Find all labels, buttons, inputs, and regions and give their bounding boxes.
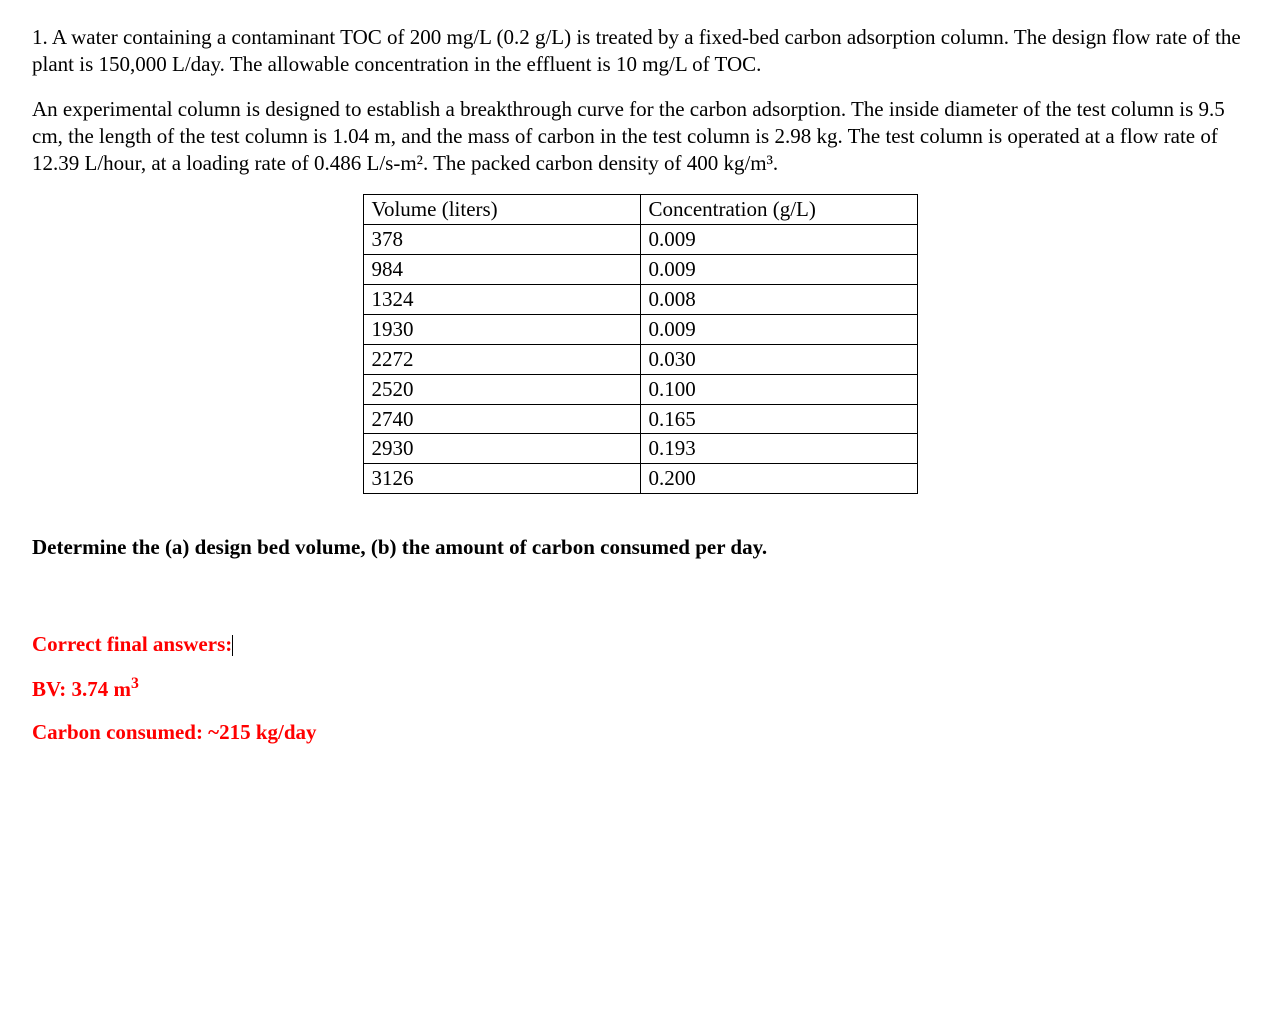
answer-bv: BV: 3.74 m3 bbox=[32, 674, 1248, 703]
data-table: Volume (liters) Concentration (g/L) 378 … bbox=[363, 194, 918, 494]
table-row: 2520 0.100 bbox=[363, 374, 917, 404]
cell-volume: 378 bbox=[363, 225, 640, 255]
table-body: 378 0.009 984 0.009 1324 0.008 1930 0.00… bbox=[363, 225, 917, 494]
cell-concentration: 0.009 bbox=[640, 255, 917, 285]
cell-volume: 2740 bbox=[363, 404, 640, 434]
table-row: 2740 0.165 bbox=[363, 404, 917, 434]
data-table-wrap: Volume (liters) Concentration (g/L) 378 … bbox=[32, 194, 1248, 494]
col-header-concentration: Concentration (g/L) bbox=[640, 195, 917, 225]
table-row: 984 0.009 bbox=[363, 255, 917, 285]
cell-concentration: 0.200 bbox=[640, 464, 917, 494]
problem-paragraph-1: 1. A water containing a contaminant TOC … bbox=[32, 24, 1248, 78]
table-row: 1930 0.009 bbox=[363, 314, 917, 344]
cell-concentration: 0.008 bbox=[640, 285, 917, 315]
cell-concentration: 0.193 bbox=[640, 434, 917, 464]
answers-heading-text: Correct final answers: bbox=[32, 632, 232, 656]
cell-concentration: 0.009 bbox=[640, 314, 917, 344]
cell-volume: 2520 bbox=[363, 374, 640, 404]
cell-volume: 2272 bbox=[363, 344, 640, 374]
table-row: 2930 0.193 bbox=[363, 434, 917, 464]
answers-heading: Correct final answers: bbox=[32, 631, 1248, 658]
text-cursor-icon bbox=[232, 635, 233, 656]
answers-block: Correct final answers: BV: 3.74 m3 Carbo… bbox=[32, 631, 1248, 746]
table-header-row: Volume (liters) Concentration (g/L) bbox=[363, 195, 917, 225]
cell-concentration: 0.009 bbox=[640, 225, 917, 255]
col-header-volume: Volume (liters) bbox=[363, 195, 640, 225]
cell-volume: 1930 bbox=[363, 314, 640, 344]
answer-carbon: Carbon consumed: ~215 kg/day bbox=[32, 719, 1248, 746]
cell-volume: 984 bbox=[363, 255, 640, 285]
cell-volume: 2930 bbox=[363, 434, 640, 464]
answer-bv-text: BV: 3.74 m bbox=[32, 677, 131, 701]
table-row: 1324 0.008 bbox=[363, 285, 917, 315]
answer-bv-exponent: 3 bbox=[131, 675, 139, 692]
cell-volume: 3126 bbox=[363, 464, 640, 494]
table-row: 2272 0.030 bbox=[363, 344, 917, 374]
cell-volume: 1324 bbox=[363, 285, 640, 315]
cell-concentration: 0.100 bbox=[640, 374, 917, 404]
cell-concentration: 0.030 bbox=[640, 344, 917, 374]
table-row: 378 0.009 bbox=[363, 225, 917, 255]
table-row: 3126 0.200 bbox=[363, 464, 917, 494]
problem-paragraph-2: An experimental column is designed to es… bbox=[32, 96, 1248, 177]
question-text: Determine the (a) design bed volume, (b)… bbox=[32, 534, 1248, 561]
cell-concentration: 0.165 bbox=[640, 404, 917, 434]
